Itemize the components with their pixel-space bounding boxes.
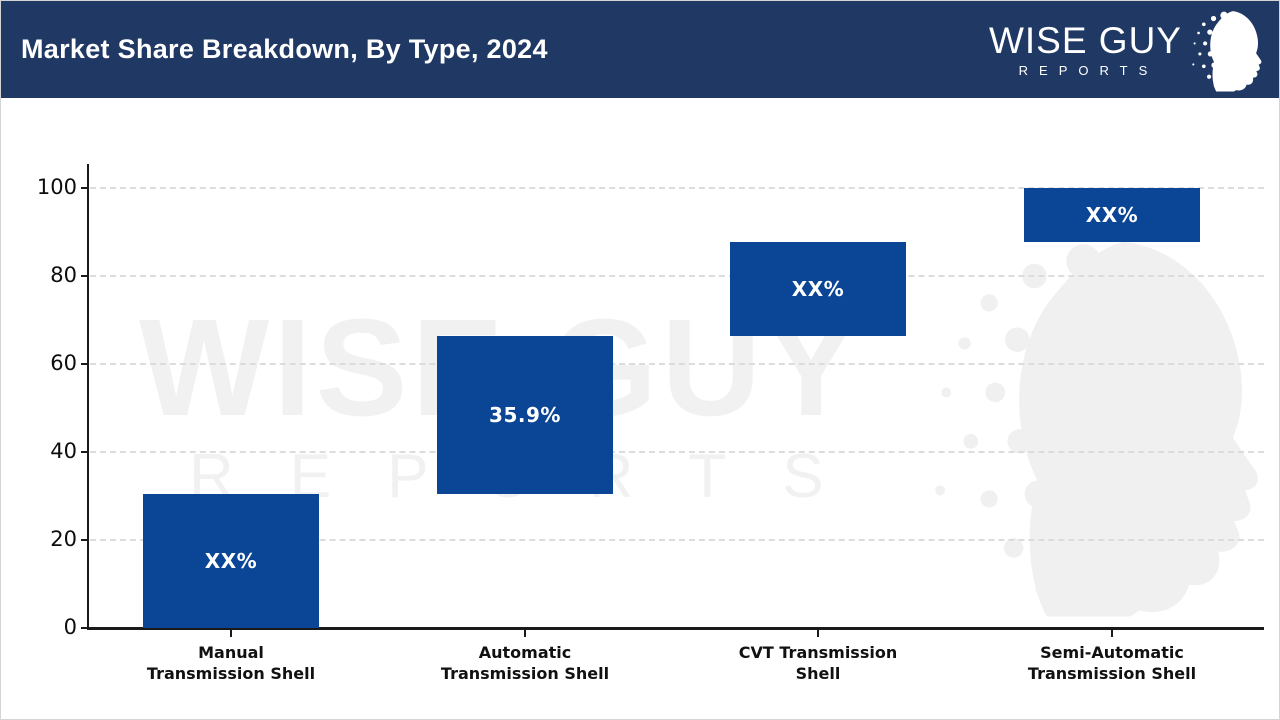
brand-logo: WISE GUY REPORTS [989,8,1263,92]
y-tick-mark [81,539,89,541]
x-axis-category-label: Manual Transmission Shell [146,643,316,683]
brand-name: WISE GUY [988,20,1182,61]
y-tick-mark [81,187,89,189]
bar-1: XX% [143,494,319,628]
y-tick-label: 60 [50,351,77,375]
watermark-head-profile-icon [935,241,1258,617]
x-tick-mark [230,630,232,637]
y-tick-mark [81,275,89,277]
x-axis-category-label: Automatic Transmission Shell [440,643,610,683]
gridline-100 [90,187,1264,189]
bar-4: XX% [1024,188,1200,243]
brand-subname: REPORTS [1018,63,1159,78]
chart-title: Market Share Breakdown, By Type, 2024 [21,34,548,64]
x-axis-category-label: Semi-Automatic Transmission Shell [1027,643,1197,683]
x-tick-mark [817,630,819,637]
gridline-20 [90,539,1264,541]
bar-value-label: 35.9% [489,403,561,428]
bar-3: XX% [730,242,906,337]
y-tick-label: 40 [50,439,77,463]
bar-value-label: XX% [1085,203,1139,228]
x-axis-category-label: CVT Transmission Shell [738,643,898,683]
y-tick-mark [81,363,89,365]
header-bar: Market Share Breakdown, By Type, 2024 WI… [1,1,1279,98]
y-tick-mark [81,627,89,629]
y-tick-label: 80 [50,263,77,287]
y-tick-label: 20 [50,527,77,551]
y-tick-label: 100 [36,175,77,199]
bar-value-label: XX% [791,277,845,302]
x-tick-mark [524,630,526,637]
brand-head-profile-icon [1192,10,1262,91]
gridline-80 [90,275,1264,277]
x-tick-mark [1111,630,1113,637]
x-axis-line [87,627,1264,630]
y-tick-label: 0 [63,615,77,639]
y-tick-mark [81,451,89,453]
brand-logo-text: WISE GUY REPORTS [989,22,1182,77]
gridline-60 [90,363,1264,365]
gridline-40 [90,451,1264,453]
y-axis-line [87,164,89,630]
bar-2: 35.9% [437,336,613,495]
bar-value-label: XX% [204,549,258,574]
